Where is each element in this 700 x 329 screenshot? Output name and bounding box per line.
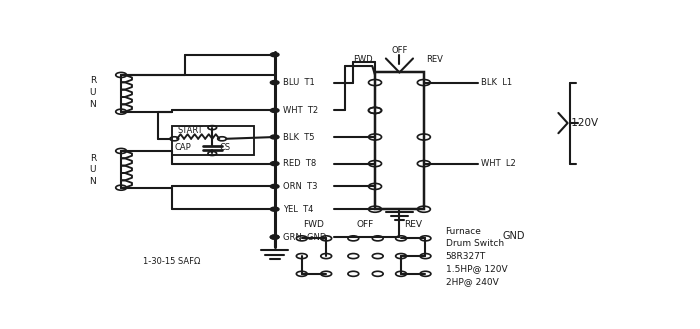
Text: 1-30-15 SAFΩ: 1-30-15 SAFΩ xyxy=(143,257,200,266)
Text: OFF: OFF xyxy=(357,220,374,229)
Circle shape xyxy=(270,207,279,211)
Circle shape xyxy=(270,184,279,189)
Circle shape xyxy=(270,135,279,139)
Text: FWD: FWD xyxy=(353,55,372,64)
Text: YEL  T4: YEL T4 xyxy=(283,205,313,214)
Text: RED  T8: RED T8 xyxy=(283,159,316,168)
Text: Furnace
Drum Switch
58R327T
1.5HP@ 120V
2HP@ 240V: Furnace Drum Switch 58R327T 1.5HP@ 120V … xyxy=(446,227,508,286)
Text: WHT  L2: WHT L2 xyxy=(481,159,516,168)
Text: 120V: 120V xyxy=(568,118,598,128)
Text: BLU  T1: BLU T1 xyxy=(283,78,314,87)
Circle shape xyxy=(270,108,279,113)
Circle shape xyxy=(270,235,279,239)
Text: FWD: FWD xyxy=(304,220,324,229)
Text: GND: GND xyxy=(503,231,525,241)
Text: R
U
N: R U N xyxy=(90,76,97,109)
Bar xyxy=(172,126,254,155)
Bar xyxy=(375,72,424,209)
Circle shape xyxy=(270,53,279,57)
Text: BLK  L1: BLK L1 xyxy=(481,78,512,87)
Text: OFF: OFF xyxy=(391,46,407,55)
Circle shape xyxy=(270,81,279,85)
Text: GRN  GND: GRN GND xyxy=(283,233,326,241)
Text: WHT  T2: WHT T2 xyxy=(283,106,318,115)
Circle shape xyxy=(270,235,279,239)
Text: REV: REV xyxy=(405,220,422,229)
Text: REV: REV xyxy=(426,55,443,64)
Text: START: START xyxy=(177,126,202,136)
Text: R
U
N: R U N xyxy=(90,154,97,186)
Text: CAP: CAP xyxy=(174,143,191,152)
Text: ORN  T3: ORN T3 xyxy=(283,182,317,191)
Circle shape xyxy=(270,162,279,165)
Text: CS: CS xyxy=(219,143,230,152)
Text: BLK  T5: BLK T5 xyxy=(283,133,314,141)
